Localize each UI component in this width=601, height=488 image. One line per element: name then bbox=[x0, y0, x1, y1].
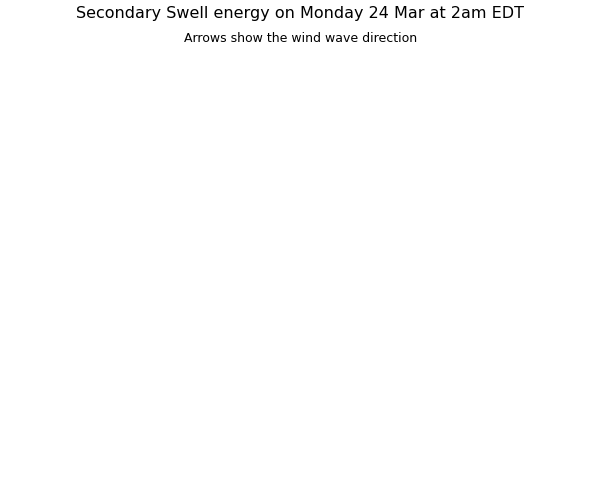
Text: cartopy required: cartopy required bbox=[231, 258, 370, 276]
Text: Arrows show the wind wave direction: Arrows show the wind wave direction bbox=[184, 32, 417, 44]
Text: Secondary Swell energy on Monday 24 Mar at 2am EDT: Secondary Swell energy on Monday 24 Mar … bbox=[76, 6, 525, 21]
